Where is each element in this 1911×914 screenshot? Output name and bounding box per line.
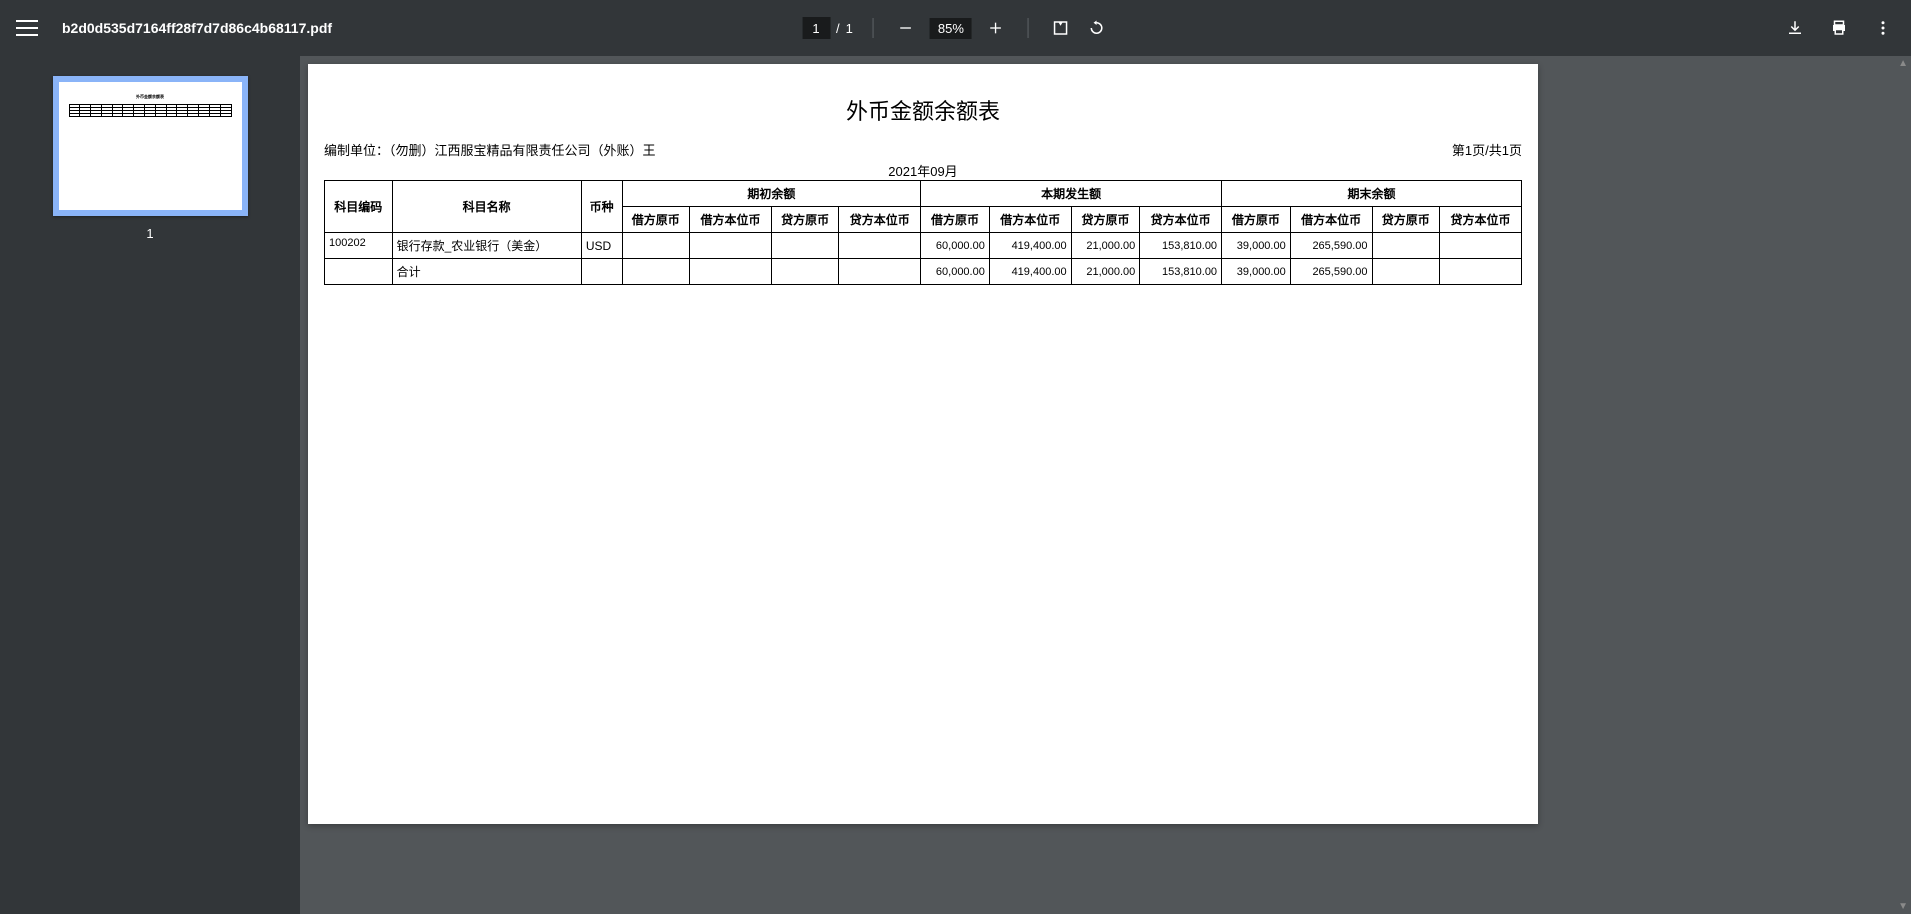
- col-currency: 币种: [581, 181, 622, 233]
- page-info: 第1页/共1页: [1452, 140, 1522, 159]
- page-total: 1: [846, 21, 853, 36]
- balance-table: 科目编码 科目名称 币种 期初余额 本期发生额 期末余额 借方原币 借方本位币 …: [324, 180, 1522, 285]
- col-b-co: 贷方原币: [771, 207, 839, 233]
- cell: 39,000.00: [1222, 233, 1291, 259]
- toolbar-center: / 1 85%: [802, 16, 1109, 40]
- org-value: （勿删）江西服宝精品有限责任公司（外账）王: [389, 143, 656, 158]
- cell: 153,810.00: [1140, 233, 1222, 259]
- col-c-do: 借方原币: [921, 207, 990, 233]
- page-separator: /: [836, 21, 840, 36]
- cell: 153,810.00: [1140, 259, 1222, 285]
- col-group-begin: 期初余额: [622, 181, 921, 207]
- scroll-down-icon[interactable]: ▼: [1898, 901, 1908, 912]
- page-viewer[interactable]: ▲ 外币金额余额表 编制单位：（勿删）江西服宝精品有限责任公司（外账）王 第1页…: [300, 56, 1911, 914]
- thumbnail-sidebar: 外币金额余额表 1: [0, 56, 300, 914]
- fit-page-button[interactable]: [1049, 16, 1073, 40]
- main-area: 外币金额余额表 1 ▲ 外币金额余额表 编制单位：（勿删）江西服宝精品有限责任公…: [0, 56, 1911, 914]
- toolbar-separator: [1028, 18, 1029, 38]
- document-title: 外币金额余额表: [324, 94, 1522, 126]
- table-body: 100202银行存款_农业银行（美金）USD 60,000.00419,400.0…: [325, 233, 1522, 285]
- cell: 419,400.00: [989, 233, 1071, 259]
- cell: [690, 233, 772, 259]
- cell: [771, 233, 839, 259]
- more-menu-button[interactable]: [1871, 16, 1895, 40]
- cell: 银行存款_农业银行（美金）: [392, 233, 581, 259]
- col-e-co: 贷方原币: [1372, 207, 1440, 233]
- col-name: 科目名称: [392, 181, 581, 233]
- col-b-do: 借方原币: [622, 207, 690, 233]
- org-label: 编制单位：: [324, 143, 389, 158]
- menu-icon[interactable]: [16, 20, 38, 36]
- pdf-page: 外币金额余额表 编制单位：（勿删）江西服宝精品有限责任公司（外账）王 第1页/共…: [308, 64, 1538, 824]
- toolbar-right: [1783, 16, 1895, 40]
- period: 2021年09月: [324, 161, 1522, 180]
- cell: 100202: [325, 233, 393, 259]
- col-b-cb: 贷方本位币: [839, 207, 921, 233]
- col-code: 科目编码: [325, 181, 393, 233]
- cell: [1372, 259, 1440, 285]
- cell: 419,400.00: [989, 259, 1071, 285]
- cell: 21,000.00: [1071, 233, 1140, 259]
- zoom-in-button[interactable]: [984, 16, 1008, 40]
- rotate-button[interactable]: [1085, 16, 1109, 40]
- cell: [325, 259, 393, 285]
- table-head: 科目编码 科目名称 币种 期初余额 本期发生额 期末余额 借方原币 借方本位币 …: [325, 181, 1522, 233]
- document-filename: b2d0d535d7164ff28f7d7d86c4b68117.pdf: [62, 20, 332, 36]
- cell: [622, 259, 690, 285]
- cell: [839, 233, 921, 259]
- col-e-do: 借方原币: [1222, 207, 1291, 233]
- cell: 合计: [392, 259, 581, 285]
- page-number-input[interactable]: [802, 17, 830, 39]
- cell: 21,000.00: [1071, 259, 1140, 285]
- table-row: 合计 60,000.00419,400.0021,000.00153,810.00…: [325, 259, 1522, 285]
- zoom-out-button[interactable]: [894, 16, 918, 40]
- cell: 265,590.00: [1290, 259, 1372, 285]
- cell: 60,000.00: [921, 259, 990, 285]
- toolbar-separator: [873, 18, 874, 38]
- cell: [1440, 233, 1522, 259]
- cell: 60,000.00: [921, 233, 990, 259]
- cell: [1372, 233, 1440, 259]
- cell: [1440, 259, 1522, 285]
- cell: [771, 259, 839, 285]
- col-e-db: 借方本位币: [1290, 207, 1372, 233]
- col-e-cb: 贷方本位币: [1440, 207, 1522, 233]
- page-indicator: / 1: [802, 17, 853, 39]
- cell: [581, 259, 622, 285]
- document-header: 编制单位：（勿删）江西服宝精品有限责任公司（外账）王 第1页/共1页: [324, 140, 1522, 159]
- scroll-up-icon[interactable]: ▲: [1898, 58, 1908, 69]
- col-group-current: 本期发生额: [921, 181, 1222, 207]
- thumb-table: [69, 104, 232, 117]
- cell: [839, 259, 921, 285]
- thumbnail-page-number: 1: [146, 226, 153, 241]
- col-c-co: 贷方原币: [1071, 207, 1140, 233]
- org-info: 编制单位：（勿删）江西服宝精品有限责任公司（外账）王: [324, 140, 656, 159]
- cell: USD: [581, 233, 622, 259]
- col-b-db: 借方本位币: [690, 207, 772, 233]
- col-c-db: 借方本位币: [989, 207, 1071, 233]
- cell: [690, 259, 772, 285]
- download-button[interactable]: [1783, 16, 1807, 40]
- cell: [622, 233, 690, 259]
- col-group-end: 期末余额: [1222, 181, 1522, 207]
- pdf-toolbar: b2d0d535d7164ff28f7d7d86c4b68117.pdf / 1…: [0, 0, 1911, 56]
- table-row: 100202银行存款_农业银行（美金）USD 60,000.00419,400.0…: [325, 233, 1522, 259]
- page-thumbnail[interactable]: 外币金额余额表: [53, 76, 248, 216]
- print-button[interactable]: [1827, 16, 1851, 40]
- cell: 265,590.00: [1290, 233, 1372, 259]
- thumb-title: 外币金额余额表: [69, 94, 232, 100]
- zoom-level[interactable]: 85%: [930, 18, 972, 39]
- cell: 39,000.00: [1222, 259, 1291, 285]
- col-c-cb: 贷方本位币: [1140, 207, 1222, 233]
